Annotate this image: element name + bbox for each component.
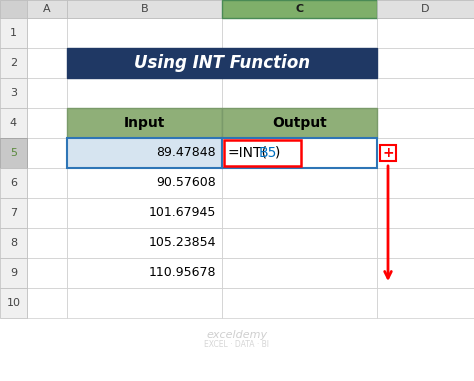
Bar xyxy=(0,0,474,18)
Bar xyxy=(222,138,377,168)
Bar xyxy=(27,228,67,258)
Text: ): ) xyxy=(275,146,281,160)
Text: EXCEL · DATA · BI: EXCEL · DATA · BI xyxy=(204,340,270,349)
Bar xyxy=(0,198,27,228)
Bar xyxy=(0,78,27,108)
Bar xyxy=(0,48,27,78)
Bar xyxy=(27,138,67,168)
Text: Output: Output xyxy=(272,116,327,130)
Bar xyxy=(0,168,27,198)
Bar xyxy=(67,258,222,288)
Text: 9: 9 xyxy=(10,268,17,278)
Text: 105.23854: 105.23854 xyxy=(148,237,216,250)
Bar xyxy=(67,48,222,78)
Bar xyxy=(27,18,67,48)
Text: 10: 10 xyxy=(7,298,20,308)
Bar xyxy=(67,198,222,228)
Bar xyxy=(377,288,474,318)
Text: 1: 1 xyxy=(10,28,17,38)
Bar xyxy=(67,108,222,138)
Bar xyxy=(222,108,377,138)
Text: 2: 2 xyxy=(10,58,17,68)
Bar xyxy=(377,138,474,168)
Bar xyxy=(67,198,222,228)
Bar xyxy=(27,78,67,108)
Bar xyxy=(0,138,27,168)
Text: =INT(: =INT( xyxy=(228,146,268,160)
Bar xyxy=(224,140,301,166)
Text: B: B xyxy=(141,4,148,14)
Bar xyxy=(222,18,377,48)
Text: B5: B5 xyxy=(259,146,277,160)
Bar xyxy=(67,78,222,108)
Bar xyxy=(67,168,222,198)
Bar xyxy=(222,288,377,318)
Bar xyxy=(222,198,377,228)
Bar xyxy=(27,288,67,318)
Text: 8: 8 xyxy=(10,238,17,248)
Bar xyxy=(67,18,222,48)
Bar xyxy=(377,258,474,288)
Bar xyxy=(27,0,67,18)
Bar xyxy=(67,228,222,258)
Text: D: D xyxy=(421,4,430,14)
Bar xyxy=(222,138,377,168)
Text: Using INT Function: Using INT Function xyxy=(134,54,310,72)
Bar xyxy=(222,78,377,108)
Text: 4: 4 xyxy=(10,118,17,128)
Text: 101.67945: 101.67945 xyxy=(149,207,216,219)
Bar xyxy=(0,108,27,138)
Bar xyxy=(377,18,474,48)
Bar xyxy=(27,108,67,138)
Bar xyxy=(377,48,474,78)
Bar xyxy=(0,18,27,48)
Bar xyxy=(67,48,377,78)
Bar xyxy=(377,108,474,138)
Bar xyxy=(222,168,377,198)
Bar xyxy=(377,168,474,198)
Bar xyxy=(222,228,377,258)
Bar xyxy=(377,228,474,258)
Bar xyxy=(222,48,377,78)
Bar xyxy=(27,258,67,288)
Bar xyxy=(27,48,67,78)
Bar xyxy=(222,0,377,18)
Text: 110.95678: 110.95678 xyxy=(148,266,216,280)
Bar xyxy=(377,78,474,108)
Text: Input: Input xyxy=(124,116,165,130)
Bar xyxy=(67,0,222,18)
Bar xyxy=(67,228,222,258)
Text: 6: 6 xyxy=(10,178,17,188)
Bar xyxy=(67,258,222,288)
Bar xyxy=(67,168,222,198)
Bar xyxy=(380,145,396,161)
Bar xyxy=(67,288,222,318)
Text: +: + xyxy=(382,146,394,160)
Text: 89.47848: 89.47848 xyxy=(156,147,216,160)
Bar xyxy=(222,168,377,198)
Text: 90.57608: 90.57608 xyxy=(156,176,216,189)
Bar xyxy=(222,198,377,228)
Bar xyxy=(27,198,67,228)
Bar xyxy=(222,108,377,138)
Text: exceldemy: exceldemy xyxy=(207,330,267,340)
Bar xyxy=(377,0,474,18)
Text: 3: 3 xyxy=(10,88,17,98)
Bar xyxy=(0,228,27,258)
Bar xyxy=(222,228,377,258)
Bar xyxy=(67,138,222,168)
Bar xyxy=(0,288,27,318)
Bar xyxy=(27,168,67,198)
Text: C: C xyxy=(295,4,303,14)
Text: 7: 7 xyxy=(10,208,17,218)
Bar xyxy=(222,258,377,288)
Bar xyxy=(67,108,222,138)
Bar xyxy=(377,198,474,228)
Bar xyxy=(222,258,377,288)
Text: 5: 5 xyxy=(10,148,17,158)
Bar xyxy=(67,138,222,168)
Bar xyxy=(0,258,27,288)
Bar xyxy=(0,0,27,18)
Text: A: A xyxy=(43,4,51,14)
